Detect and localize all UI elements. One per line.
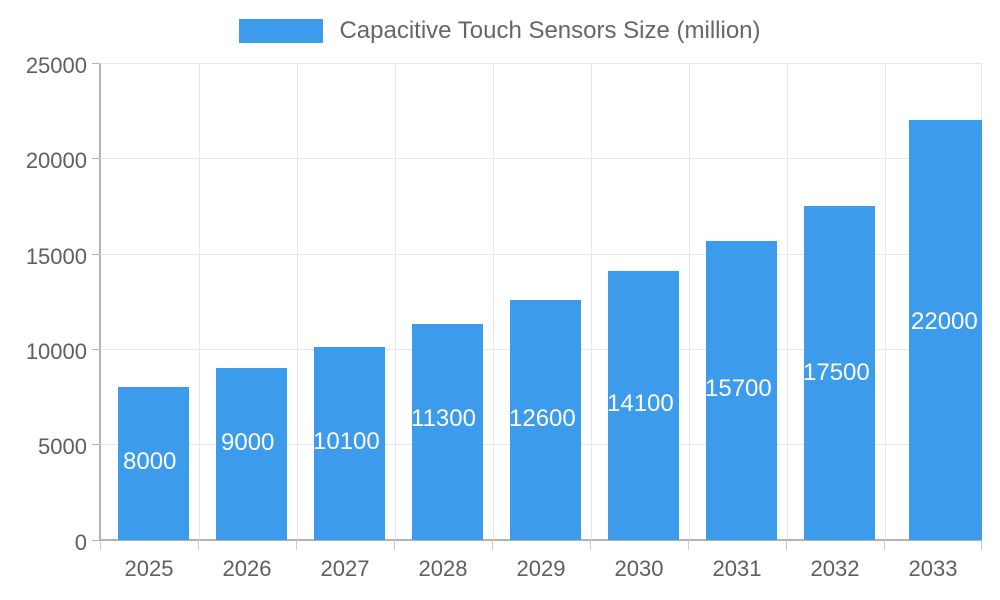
y-tick-mark — [92, 444, 99, 445]
bar-value-2025: 8000 — [123, 448, 177, 475]
y-axis-tick-label: 0 — [74, 530, 87, 555]
bar-value-2027: 10100 — [313, 428, 380, 455]
bar-2030[interactable] — [608, 271, 679, 540]
x-tick-mark — [100, 541, 101, 550]
bar-value-2029: 12600 — [509, 405, 576, 432]
y-tick-mark — [92, 254, 99, 255]
x-axis-tick-label: 2030 — [614, 556, 664, 581]
bar-2025[interactable] — [118, 387, 189, 540]
y-tick-mark — [92, 63, 99, 64]
bar-value-2033: 22000 — [911, 308, 978, 335]
y-tick-mark — [92, 540, 99, 541]
x-axis-tick-label: 2031 — [712, 556, 762, 581]
bar-value-2031: 15700 — [705, 375, 772, 402]
x-tick-mark — [884, 541, 885, 550]
x-axis-tick-label: 2029 — [516, 556, 566, 581]
y-axis-line — [99, 63, 101, 541]
x-axis-tick-label: 2028 — [418, 556, 468, 581]
x-axis-tick-label: 2033 — [908, 556, 958, 581]
x-tick-mark — [492, 541, 493, 550]
gridline-vertical — [297, 63, 298, 540]
legend-item-capacitive-touch-sensors-size[interactable]: Capacitive Touch Sensors Size (million) — [239, 17, 761, 44]
gridline-vertical — [199, 63, 200, 540]
gridline-vertical — [787, 63, 788, 540]
gridline-vertical — [493, 63, 494, 540]
y-axis-tick-label: 25000 — [25, 53, 87, 78]
bar-series-capacitive-touch-sensors-size — [100, 63, 982, 540]
gridline-horizontal — [100, 63, 982, 64]
bar-2031[interactable] — [706, 240, 777, 540]
bar-value-2026: 9000 — [221, 429, 275, 456]
x-axis-tick-label: 2026 — [222, 556, 272, 581]
bar-value-2032: 17500 — [803, 359, 870, 386]
bar-2032[interactable] — [804, 206, 875, 540]
bar-value-2028: 11300 — [411, 405, 476, 432]
bar-2028[interactable] — [412, 324, 483, 540]
chart-legend: Capacitive Touch Sensors Size (million) — [0, 12, 1000, 50]
gridline-horizontal — [100, 158, 982, 159]
bar-2033[interactable] — [909, 120, 982, 540]
x-tick-mark — [590, 541, 591, 550]
x-tick-mark — [688, 541, 689, 550]
bar-2029[interactable] — [510, 299, 581, 540]
x-axis-tick-label: 2032 — [810, 556, 860, 581]
x-tick-mark — [786, 541, 787, 550]
x-axis-tick-label: 2027 — [320, 556, 370, 581]
y-tick-mark — [92, 349, 99, 350]
y-axis-tick-label: 15000 — [25, 244, 87, 269]
legend-label: Capacitive Touch Sensors Size (million) — [339, 17, 761, 44]
y-axis-tick-label: 10000 — [25, 339, 87, 364]
gridline-vertical — [885, 63, 886, 540]
bar-2026[interactable] — [216, 368, 287, 540]
legend-color-swatch-icon — [239, 19, 324, 43]
y-axis-tick-label: 20000 — [25, 148, 87, 173]
x-axis-tick-label: 2025 — [124, 556, 174, 581]
x-tick-mark — [296, 541, 297, 550]
bar-value-2030: 14100 — [607, 390, 674, 417]
gridline-vertical — [591, 63, 592, 540]
gridline-vertical — [689, 63, 690, 540]
bar-2027[interactable] — [314, 347, 385, 540]
y-axis-tick-label: 5000 — [38, 434, 87, 459]
gridline-horizontal — [100, 254, 982, 255]
x-tick-mark — [394, 541, 395, 550]
x-axis-line — [100, 539, 982, 541]
gridline-vertical — [395, 63, 396, 540]
x-tick-mark — [198, 541, 199, 550]
x-tick-mark — [981, 541, 982, 550]
y-tick-mark — [92, 158, 99, 159]
